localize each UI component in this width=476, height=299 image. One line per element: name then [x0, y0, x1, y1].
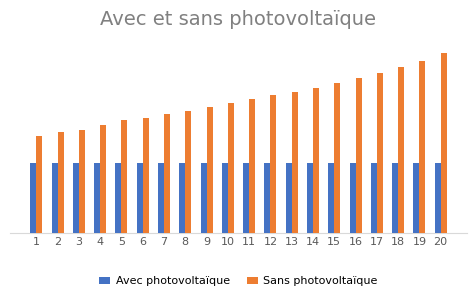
Bar [228, 103, 233, 233]
Bar [36, 136, 42, 233]
Bar [58, 132, 63, 233]
Bar [137, 163, 142, 233]
Bar [121, 120, 127, 233]
Bar [285, 163, 291, 233]
Bar [73, 163, 79, 233]
Bar [334, 83, 339, 233]
Bar [291, 91, 297, 233]
Bar [264, 163, 270, 233]
Bar [30, 163, 36, 233]
Bar [243, 163, 248, 233]
Bar [355, 78, 361, 233]
Bar [413, 163, 418, 233]
Bar [200, 163, 206, 233]
Legend: Avec photovoltaïque, Sans photovoltaïque: Avec photovoltaïque, Sans photovoltaïque [95, 272, 381, 291]
Bar [349, 163, 355, 233]
Bar [418, 61, 425, 233]
Bar [94, 163, 100, 233]
Bar [179, 163, 185, 233]
Bar [312, 88, 318, 233]
Bar [391, 163, 397, 233]
Bar [206, 107, 212, 233]
Bar [440, 53, 446, 233]
Bar [164, 114, 169, 233]
Bar [248, 99, 255, 233]
Bar [221, 163, 228, 233]
Title: Avec et sans photovoltaïque: Avec et sans photovoltaïque [100, 10, 376, 29]
Bar [327, 163, 334, 233]
Bar [79, 129, 85, 233]
Bar [100, 125, 106, 233]
Bar [376, 73, 382, 233]
Bar [370, 163, 376, 233]
Bar [158, 163, 164, 233]
Bar [185, 111, 191, 233]
Bar [270, 95, 276, 233]
Bar [142, 118, 149, 233]
Bar [307, 163, 312, 233]
Bar [434, 163, 440, 233]
Bar [115, 163, 121, 233]
Bar [51, 163, 58, 233]
Bar [397, 67, 403, 233]
